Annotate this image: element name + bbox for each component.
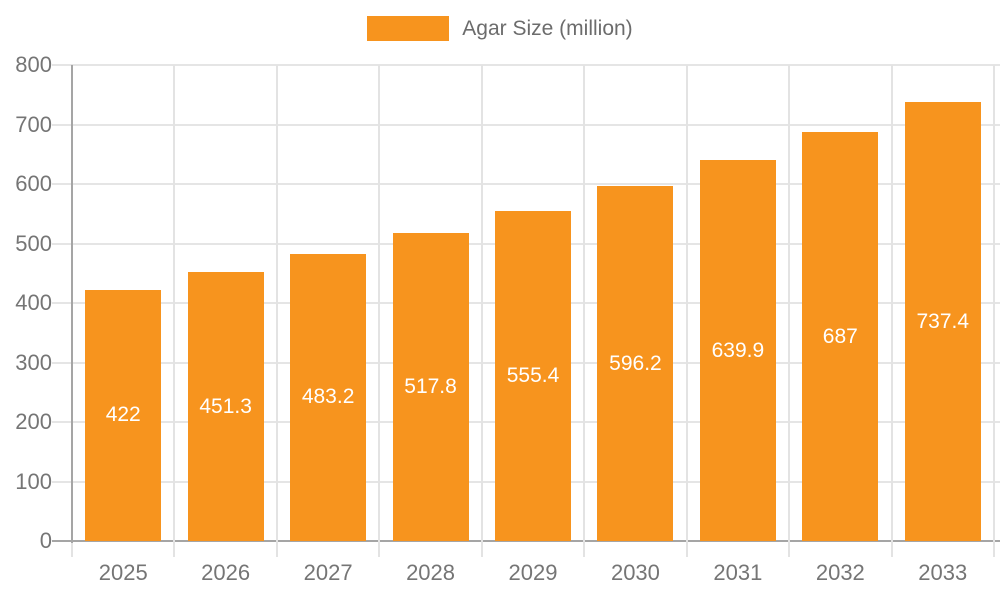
x-gridline xyxy=(275,65,278,557)
bar-2030[interactable]: 596.2 xyxy=(597,186,674,541)
y-gridline xyxy=(52,64,1000,66)
bar-value-label: 639.9 xyxy=(711,338,765,362)
y-axis-tick-label: 800 xyxy=(15,52,52,77)
y-gridline xyxy=(52,183,1000,185)
x-axis-tick-label: 2029 xyxy=(508,560,558,585)
y-axis-line xyxy=(71,65,73,543)
x-axis-tick-label: 2033 xyxy=(918,560,968,585)
y-axis-tick-label: 400 xyxy=(15,290,52,315)
legend-label: Agar Size (million) xyxy=(462,16,633,40)
y-axis-tick-label: 0 xyxy=(39,528,52,553)
bar-2029[interactable]: 555.4 xyxy=(495,210,571,541)
y-axis-tick-label: 200 xyxy=(15,409,52,434)
bar-value-label: 555.4 xyxy=(506,363,560,387)
y-axis-tick-label: 300 xyxy=(15,349,52,375)
x-axis-tick-label: 2026 xyxy=(201,560,251,585)
x-gridline xyxy=(378,65,381,557)
bar-value-label: 483.2 xyxy=(301,385,355,409)
x-gridline xyxy=(480,65,483,557)
bar-value-label: 517.8 xyxy=(404,374,457,398)
plot-area: 422 2025 451.3 2026 483.2 2027 517.8 2028 555.4 2… xyxy=(52,64,1000,585)
x-gridline xyxy=(890,65,893,557)
bar-value-label: 422 xyxy=(105,403,141,427)
bar-value-label: 451.3 xyxy=(199,394,252,418)
x-gridline xyxy=(993,65,995,557)
x-gridline xyxy=(173,65,176,557)
bar-value-label: 596.2 xyxy=(609,351,662,375)
bar-2032[interactable]: 687 xyxy=(802,132,879,541)
bar-2028[interactable]: 517.8 xyxy=(392,232,469,541)
y-axis-tick-label: 100 xyxy=(15,468,52,494)
x-gridline xyxy=(583,65,586,557)
y-gridline xyxy=(52,123,1000,126)
x-gridline xyxy=(685,65,688,557)
x-axis-tick-label: 2031 xyxy=(713,560,763,585)
bar-2033[interactable]: 737.4 xyxy=(904,102,981,541)
x-axis-tick-label: 2028 xyxy=(406,560,456,585)
x-axis-tick-label: 2025 xyxy=(98,560,148,585)
bar-value-label: 737.4 xyxy=(916,309,970,333)
y-axis-tick-label: 600 xyxy=(15,171,52,196)
bar-2025[interactable]: 422 xyxy=(85,289,162,541)
x-axis-line xyxy=(52,540,1000,542)
y-axis-tick-label: 700 xyxy=(15,111,52,137)
x-axis-tick-label: 2030 xyxy=(610,560,660,585)
legend-swatch-icon xyxy=(367,16,450,41)
legend[interactable]: Agar Size (million) xyxy=(0,16,1000,41)
bar-2027[interactable]: 483.2 xyxy=(290,253,367,541)
x-axis-tick-label: 2032 xyxy=(815,560,865,585)
y-axis-tick-label: 500 xyxy=(15,230,52,256)
x-gridline xyxy=(788,65,791,557)
bar-value-label: 687 xyxy=(822,324,858,348)
bar-2026[interactable]: 451.3 xyxy=(187,272,264,541)
x-axis-tick-label: 2027 xyxy=(303,560,353,585)
bar-2031[interactable]: 639.9 xyxy=(699,160,776,541)
